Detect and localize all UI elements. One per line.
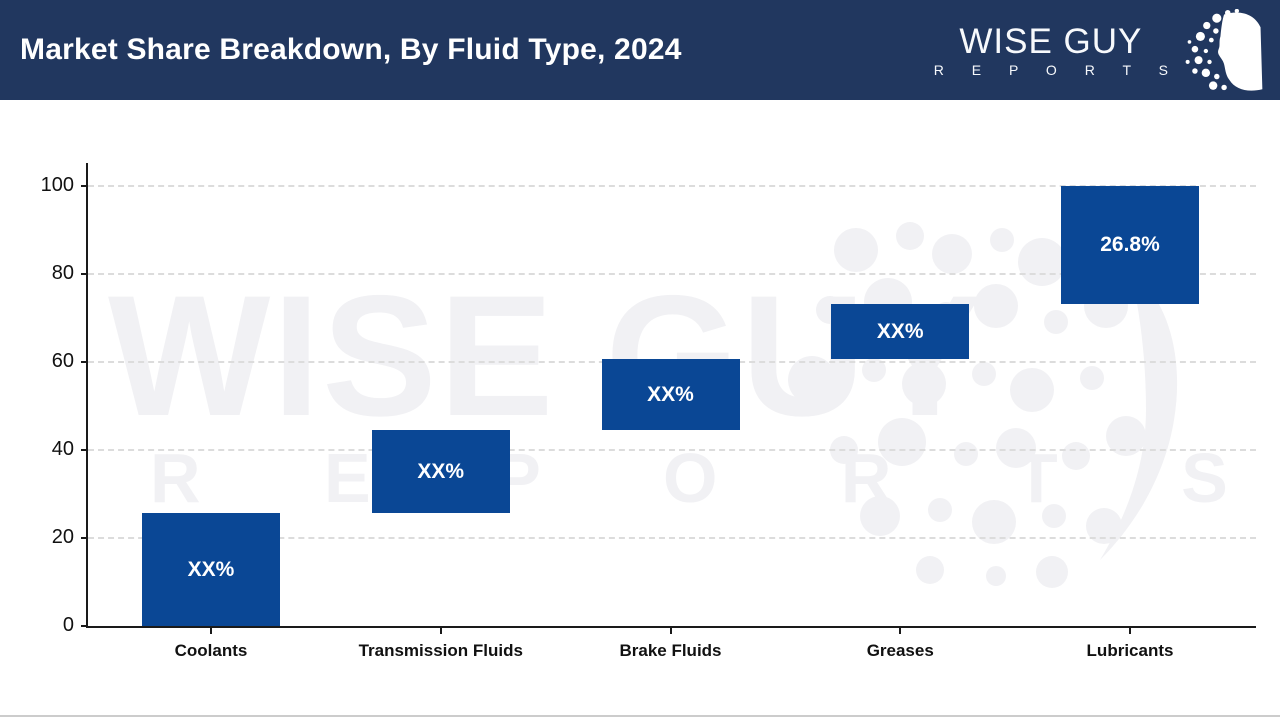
logo-wordmark: WISE GUY — [959, 22, 1143, 61]
x-category-label-0: Coolants — [174, 641, 248, 660]
y-tick-label-100: 100 — [40, 174, 74, 196]
wiseguy-logo: WISE GUY R E P O R T S — [922, 8, 1266, 94]
y-axis-line — [86, 163, 88, 628]
x-tick-mark-0 — [210, 626, 212, 634]
y-tick-label-20: 20 — [51, 526, 74, 548]
y-tick-label-40: 40 — [51, 438, 74, 460]
bar-greases: XX% — [831, 303, 970, 360]
x-tick-mark-4 — [1129, 626, 1131, 634]
gridline-20 — [88, 537, 1256, 539]
bar-transmission-fluids: XX% — [371, 429, 510, 514]
y-tick-mark-80 — [81, 273, 88, 275]
y-tick-label-60: 60 — [51, 350, 74, 372]
y-tick-mark-60 — [81, 361, 88, 363]
watermark-text-line2: R E P O R T S — [150, 439, 1280, 517]
y-tick-label-0: 0 — [62, 614, 74, 636]
x-tick-mark-3 — [899, 626, 902, 634]
y-tick-mark-40 — [81, 449, 88, 451]
bar-value-label: XX% — [417, 459, 465, 483]
x-category-label-4: Lubricants — [1086, 641, 1174, 660]
bar-value-label: XX% — [187, 557, 235, 581]
x-category-label-2: Brake Fluids — [619, 641, 722, 660]
gridline-40 — [88, 449, 1256, 451]
gridline-100 — [88, 185, 1256, 187]
bar-coolants: XX% — [142, 513, 280, 626]
page-title: Market Share Breakdown, By Fluid Type, 2… — [20, 33, 682, 66]
y-tick-label-80: 80 — [51, 262, 74, 284]
bar-value-label: 26.8% — [1100, 232, 1160, 256]
logo-face-icon — [1185, 9, 1263, 91]
x-category-label-1: Transmission Fluids — [358, 641, 523, 660]
header-bar: Market Share Breakdown, By Fluid Type, 2… — [0, 0, 1280, 100]
bar-value-label: XX% — [876, 319, 924, 343]
x-axis-line — [86, 626, 1256, 628]
y-tick-mark-20 — [81, 537, 88, 539]
bar-lubricants: 26.8% — [1061, 186, 1199, 304]
logo-subtext: R E P O R T S — [933, 62, 1180, 78]
bar-brake-fluids: XX% — [601, 359, 740, 430]
y-tick-mark-100 — [81, 185, 88, 187]
x-tick-mark-1 — [439, 626, 442, 634]
x-category-label-3: Greases — [866, 641, 934, 660]
gridline-80 — [88, 273, 1256, 275]
bar-value-label: XX% — [647, 382, 694, 406]
y-tick-mark-0 — [81, 625, 88, 627]
x-tick-mark-2 — [669, 626, 672, 634]
footer-divider — [0, 715, 1280, 717]
